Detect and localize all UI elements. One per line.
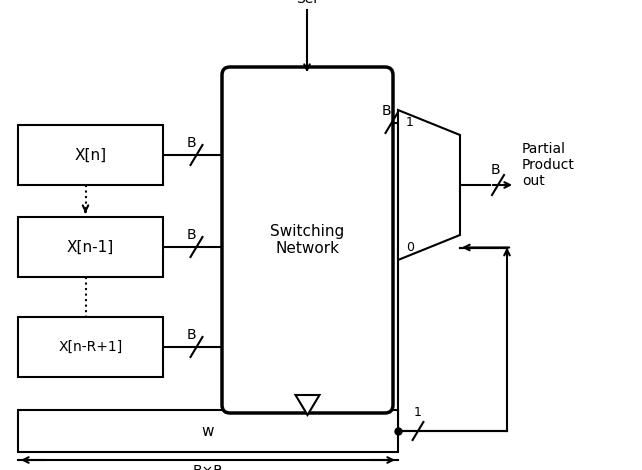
- Bar: [18, 410, 398, 452]
- Text: 1: 1: [414, 406, 422, 419]
- Text: X[n-R+1]: X[n-R+1]: [58, 340, 123, 354]
- Text: 1: 1: [406, 116, 414, 129]
- Polygon shape: [398, 110, 460, 260]
- Text: B: B: [187, 136, 196, 150]
- Text: B: B: [382, 104, 392, 118]
- Polygon shape: [295, 395, 320, 415]
- Bar: [18, 125, 163, 185]
- Text: X[n-1]: X[n-1]: [67, 240, 114, 254]
- Text: 0: 0: [406, 241, 414, 254]
- Text: Switching
Network: Switching Network: [270, 224, 345, 256]
- FancyBboxPatch shape: [222, 67, 393, 413]
- Text: w: w: [202, 423, 214, 439]
- Text: B: B: [187, 228, 196, 242]
- Text: B×R: B×R: [193, 464, 223, 470]
- Text: B: B: [187, 328, 196, 342]
- Bar: [18, 217, 163, 277]
- Bar: [18, 317, 163, 377]
- Text: Partial
Product
out: Partial Product out: [522, 142, 575, 188]
- Text: Sel: Sel: [297, 0, 318, 6]
- Text: X[n]: X[n]: [74, 148, 107, 163]
- Text: B: B: [490, 163, 500, 177]
